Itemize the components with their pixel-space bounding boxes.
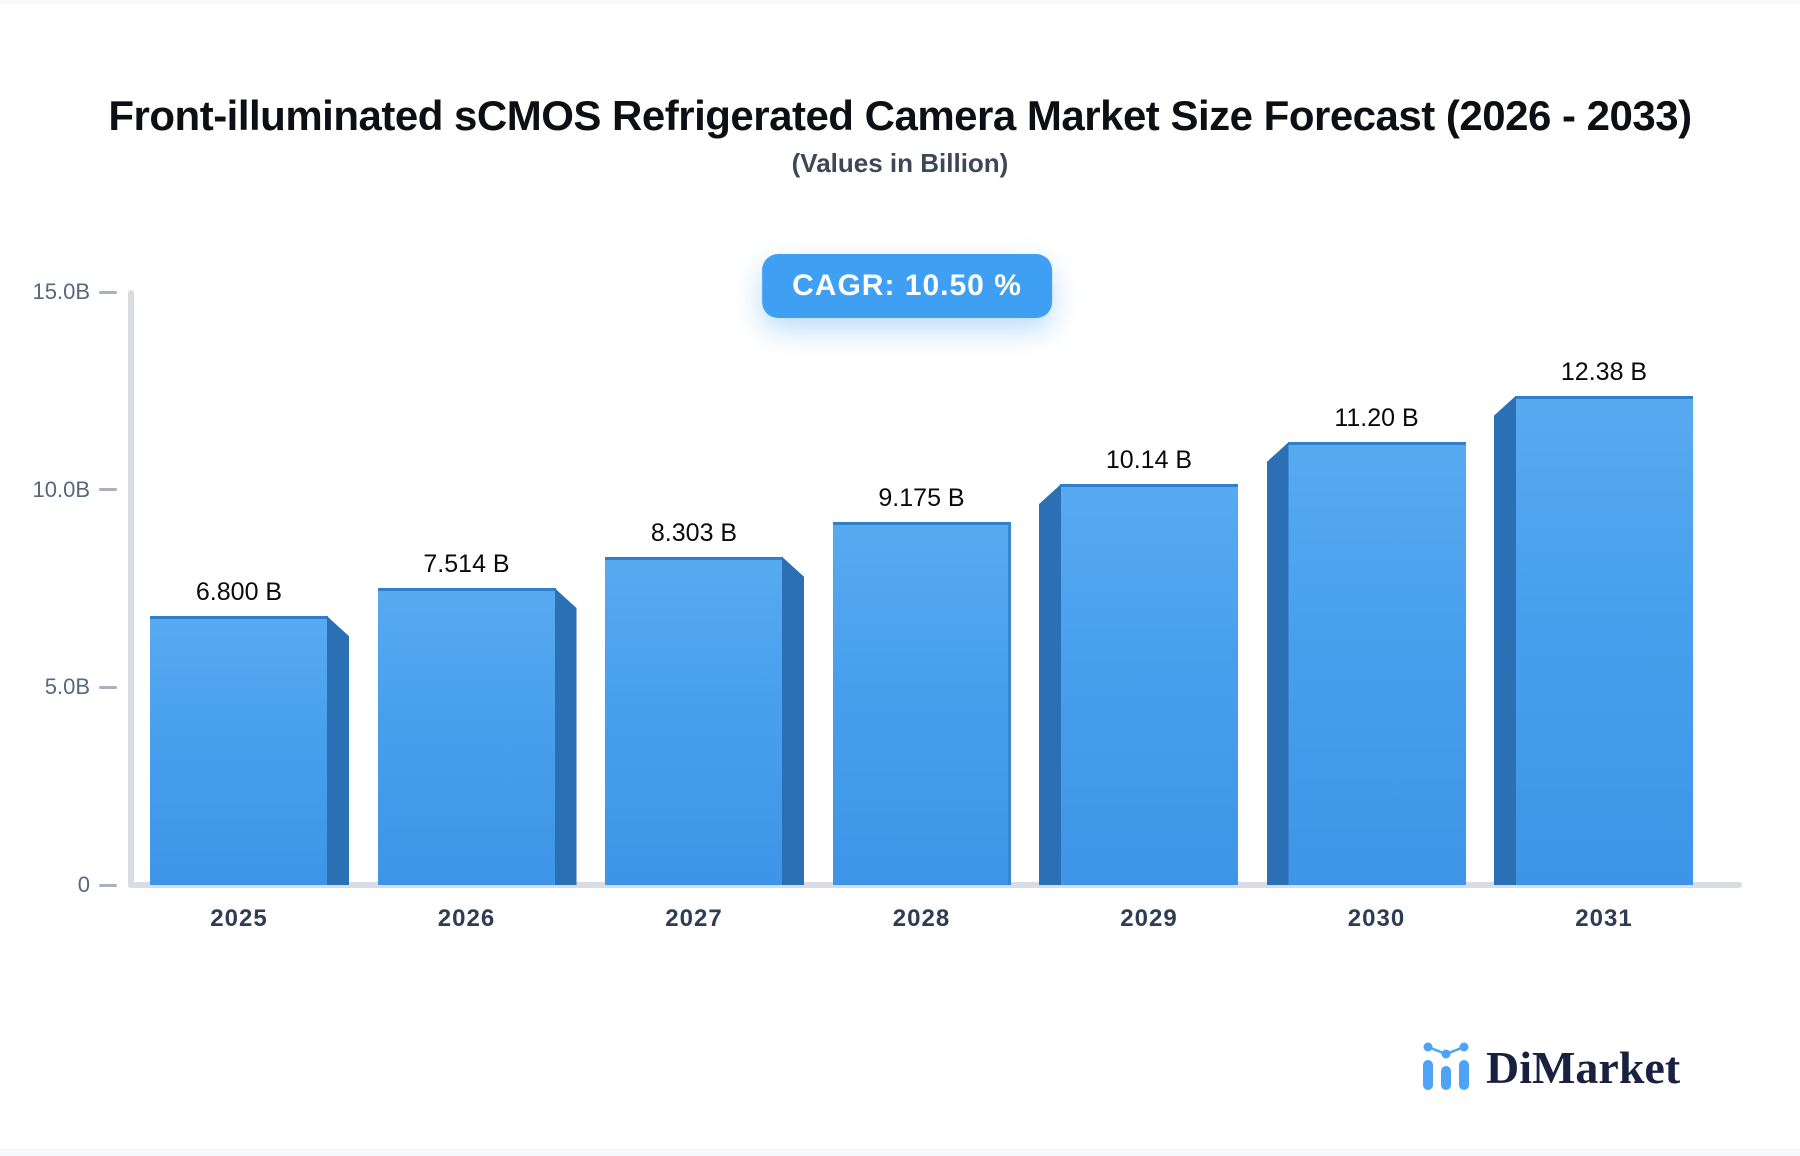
y-axis-line bbox=[128, 290, 134, 888]
bar-side-face bbox=[1266, 442, 1289, 885]
bar-2026 bbox=[377, 587, 556, 885]
x-tick-label: 2031 bbox=[1575, 905, 1633, 932]
bar-2027 bbox=[605, 556, 783, 885]
y-tick-label: 15.0B bbox=[32, 279, 91, 304]
bar-side-face bbox=[1039, 484, 1061, 885]
x-tick-label: 2028 bbox=[892, 905, 951, 932]
y-tick-label: 0 bbox=[77, 872, 90, 897]
x-tick-label: 2027 bbox=[665, 905, 723, 932]
brand-watermark: DiMarket bbox=[1420, 1038, 1680, 1098]
y-tick-mark bbox=[99, 488, 117, 492]
bar-value-label: 6.800 B bbox=[195, 578, 283, 607]
bar-value-label: 11.20 B bbox=[1334, 404, 1419, 433]
chart-title: Front-illuminated sCMOS Refrigerated Cam… bbox=[108, 92, 1692, 139]
bar-value-label: 10.14 B bbox=[1105, 446, 1193, 475]
x-tick-label: 2026 bbox=[437, 905, 496, 932]
x-tick-label: 2025 bbox=[210, 905, 268, 932]
cagr-badge: CAGR: 10.50 % bbox=[762, 254, 1052, 318]
bar-value-label: 7.514 B bbox=[423, 549, 510, 578]
bar-side-face bbox=[782, 556, 804, 885]
bar-2025 bbox=[150, 616, 328, 885]
bar-2031 bbox=[1515, 395, 1693, 885]
y-tick-label: 5.0B bbox=[44, 674, 90, 700]
bar-side-face bbox=[1494, 395, 1516, 885]
bar-value-label: 9.175 B bbox=[878, 484, 965, 513]
x-axis-line bbox=[128, 882, 1742, 888]
x-tick-label: 2030 bbox=[1347, 905, 1406, 932]
bar-value-label: 8.303 B bbox=[650, 518, 738, 547]
bar-2030 bbox=[1287, 442, 1466, 885]
bar-value-label: 12.38 B bbox=[1560, 357, 1648, 386]
bar-side-face bbox=[327, 616, 349, 885]
y-tick-mark bbox=[99, 685, 117, 689]
bar-side-face bbox=[554, 587, 577, 885]
bar-2028 bbox=[832, 522, 1011, 885]
chart-subtitle: (Values in Billion) bbox=[791, 148, 1009, 178]
page-bottom-edge bbox=[0, 1149, 1800, 1156]
brand-name: DiMarket bbox=[1486, 1042, 1681, 1093]
x-tick-label: 2029 bbox=[1120, 905, 1178, 932]
y-tick-mark bbox=[99, 290, 117, 294]
bar-2029 bbox=[1060, 484, 1238, 885]
bar-chart-trend-icon bbox=[1423, 1042, 1469, 1090]
page-top-edge bbox=[0, 0, 1800, 4]
y-tick-mark bbox=[99, 883, 117, 887]
y-tick-label: 10.0B bbox=[32, 476, 91, 502]
